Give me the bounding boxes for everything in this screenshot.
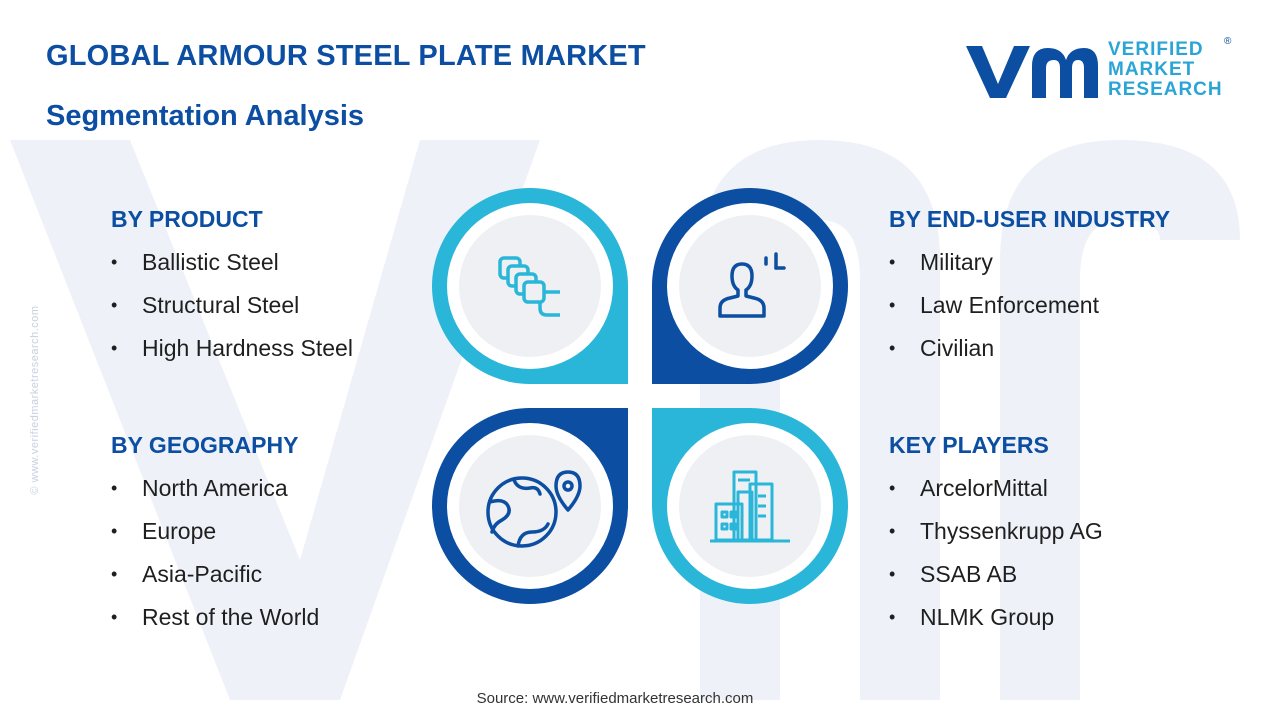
segment-title: BY GEOGRAPHY	[111, 432, 299, 458]
city-buildings-icon	[710, 470, 790, 543]
bullet: •	[111, 478, 118, 498]
list-item-label: Ballistic Steel	[142, 249, 279, 275]
list-item-label: Rest of the World	[142, 604, 320, 630]
vmr-logo-text: VERIFIED MARKET RESEARCH	[1108, 40, 1223, 100]
bullet: •	[889, 478, 896, 498]
page-title: GLOBAL ARMOUR STEEL PLATE MARKET	[46, 40, 646, 72]
list-item: • NLMK Group	[889, 602, 1103, 645]
segment-title: BY END-USER INDUSTRY	[889, 206, 1171, 232]
bullet: •	[111, 607, 118, 627]
list-item: • Europe	[111, 516, 319, 559]
list-item: • Asia-Pacific	[111, 559, 319, 602]
list-item-label: Asia-Pacific	[142, 561, 263, 587]
segment-title: KEY PLAYERS	[889, 432, 1049, 458]
logo-line-2: MARKET	[1108, 59, 1196, 80]
list-item-label: NLMK Group	[920, 604, 1055, 630]
globe-location-icon	[486, 470, 582, 548]
bullet: •	[889, 295, 896, 315]
user-profile-icon	[718, 252, 786, 318]
logo-line-1: VERIFIED	[1108, 39, 1204, 60]
list-item-label: Structural Steel	[142, 292, 300, 318]
list-item: • Rest of the World	[111, 602, 319, 645]
segment-list: • North America • Europe • Asia-Pacific • Re…	[111, 473, 319, 645]
layers-icon	[498, 256, 560, 317]
bullet: •	[111, 521, 118, 541]
segment-by-product: BY PRODUCT • Ballistic Steel • Structural …	[111, 206, 353, 376]
list-item: • SSAB AB	[889, 559, 1103, 602]
list-item: • Ballistic Steel	[111, 247, 353, 290]
bullet: •	[111, 295, 118, 315]
petal-bottom-left	[432, 408, 628, 604]
petal-bottom-right	[652, 408, 848, 604]
list-item-label: Europe	[142, 518, 217, 544]
vmr-logo-mark	[966, 46, 1098, 98]
logo-line-3: RESEARCH	[1108, 79, 1223, 100]
petal-top-right	[652, 188, 848, 384]
segment-title: BY PRODUCT	[111, 206, 263, 232]
page-subtitle: Segmentation Analysis	[46, 100, 365, 132]
bullet: •	[111, 564, 118, 584]
segment-list: • ArcelorMittal • Thyssenkrupp AG • SSAB AB…	[889, 473, 1103, 645]
bullet: •	[889, 338, 896, 358]
segment-by-end-user-industry: BY END-USER INDUSTRY • Military • Law Enfo…	[889, 206, 1170, 376]
source-caption: Source: www.verifiedmarketresearch.com	[476, 690, 754, 707]
list-item-label: North America	[142, 475, 288, 501]
list-item: • Law Enforcement	[889, 290, 1170, 333]
bullet: •	[889, 521, 896, 541]
bullet: •	[889, 607, 896, 627]
segment-key-players: KEY PLAYERS • ArcelorMittal • Thyssenkrupp…	[889, 432, 1103, 645]
list-item-label: SSAB AB	[920, 561, 1018, 587]
list-item-label: Law Enforcement	[920, 292, 1099, 318]
segment-list: • Ballistic Steel • Structural Steel • High…	[111, 247, 353, 376]
side-watermark-url: © www.verifiedmarketresearch.com	[29, 305, 41, 495]
bullet: •	[111, 252, 118, 272]
registered-mark: ®	[1224, 36, 1232, 47]
list-item: • North America	[111, 473, 319, 516]
list-item-label: Military	[920, 249, 993, 275]
segment-list: • Military • Law Enforcement • Civilian	[889, 247, 1170, 376]
list-item-label: High Hardness Steel	[142, 335, 353, 361]
list-item: • Military	[889, 247, 1170, 290]
vmr-logo: VERIFIED MARKET RESEARCH ®	[962, 36, 1232, 102]
list-item: • ArcelorMittal	[889, 473, 1103, 516]
petal-top-left	[432, 188, 628, 384]
list-item: • Civilian	[889, 333, 1170, 376]
segment-by-geography: BY GEOGRAPHY • North America • Europe • Asi…	[111, 432, 319, 645]
list-item: • Thyssenkrupp AG	[889, 516, 1103, 559]
list-item-label: Civilian	[920, 335, 995, 361]
list-item-label: Thyssenkrupp AG	[920, 518, 1103, 544]
segmentation-petals-graphic	[432, 188, 848, 604]
bullet: •	[889, 564, 896, 584]
bullet: •	[889, 252, 896, 272]
list-item: • Structural Steel	[111, 290, 353, 333]
bullet: •	[111, 338, 118, 358]
list-item: • High Hardness Steel	[111, 333, 353, 376]
list-item-label: ArcelorMittal	[920, 475, 1048, 501]
